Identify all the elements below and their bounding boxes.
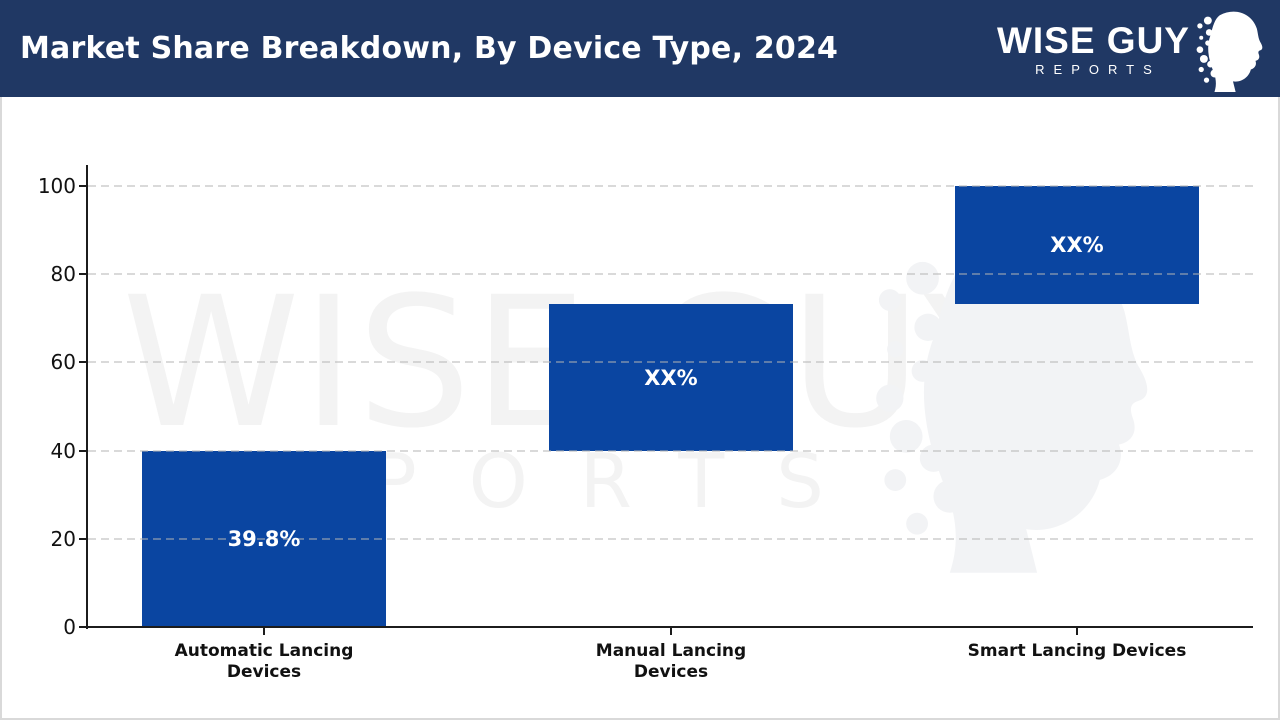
y-tick-mark xyxy=(79,361,86,364)
y-tick-mark xyxy=(79,185,86,187)
gridline xyxy=(88,185,1253,187)
y-tick-label: 20 xyxy=(50,526,76,551)
bar-value-label: XX% xyxy=(1050,232,1104,257)
y-tick-label: 100 xyxy=(37,174,76,198)
y-tick-label: 80 xyxy=(50,262,76,287)
logo-head-icon xyxy=(1196,11,1263,92)
gridline xyxy=(88,449,1253,452)
y-tick-mark xyxy=(79,537,86,540)
page-border-right xyxy=(1278,97,1280,720)
page-title: Market Share Breakdown, By Device Type, … xyxy=(20,31,839,66)
gridline xyxy=(88,273,1253,276)
y-axis-line xyxy=(86,165,88,629)
gridline xyxy=(88,361,1253,364)
category-label: Automatic Lancing Devices xyxy=(174,641,354,682)
page-border-left xyxy=(0,97,2,720)
gridline xyxy=(88,537,1253,540)
bar-value-label: 39.8% xyxy=(227,527,301,552)
bar-value-label: XX% xyxy=(644,365,698,390)
header: Market Share Breakdown, By Device Type, … xyxy=(0,0,1280,97)
x-tick-mark xyxy=(670,628,672,635)
brand-logo: WISE GUY REPORTS xyxy=(997,6,1268,92)
category-label: Manual Lancing Devices xyxy=(595,641,747,682)
y-tick-label: 40 xyxy=(50,438,76,463)
x-axis-line xyxy=(86,626,1253,628)
logo-subtext: REPORTS xyxy=(1035,62,1161,77)
category-label: Smart Lancing Devices xyxy=(967,641,1187,661)
x-tick-mark xyxy=(263,628,265,635)
y-tick-mark xyxy=(79,273,86,276)
bar xyxy=(549,303,793,452)
logo-text: WISE GUY REPORTS xyxy=(997,22,1190,76)
y-tick-label: 0 xyxy=(63,615,76,639)
y-tick-mark xyxy=(79,626,86,628)
logo-wordmark: WISE GUY xyxy=(996,20,1190,61)
x-tick-mark xyxy=(1076,628,1078,635)
page-border-bottom xyxy=(0,718,1280,720)
y-tick-label: 60 xyxy=(50,350,76,375)
y-tick-mark xyxy=(79,449,86,452)
